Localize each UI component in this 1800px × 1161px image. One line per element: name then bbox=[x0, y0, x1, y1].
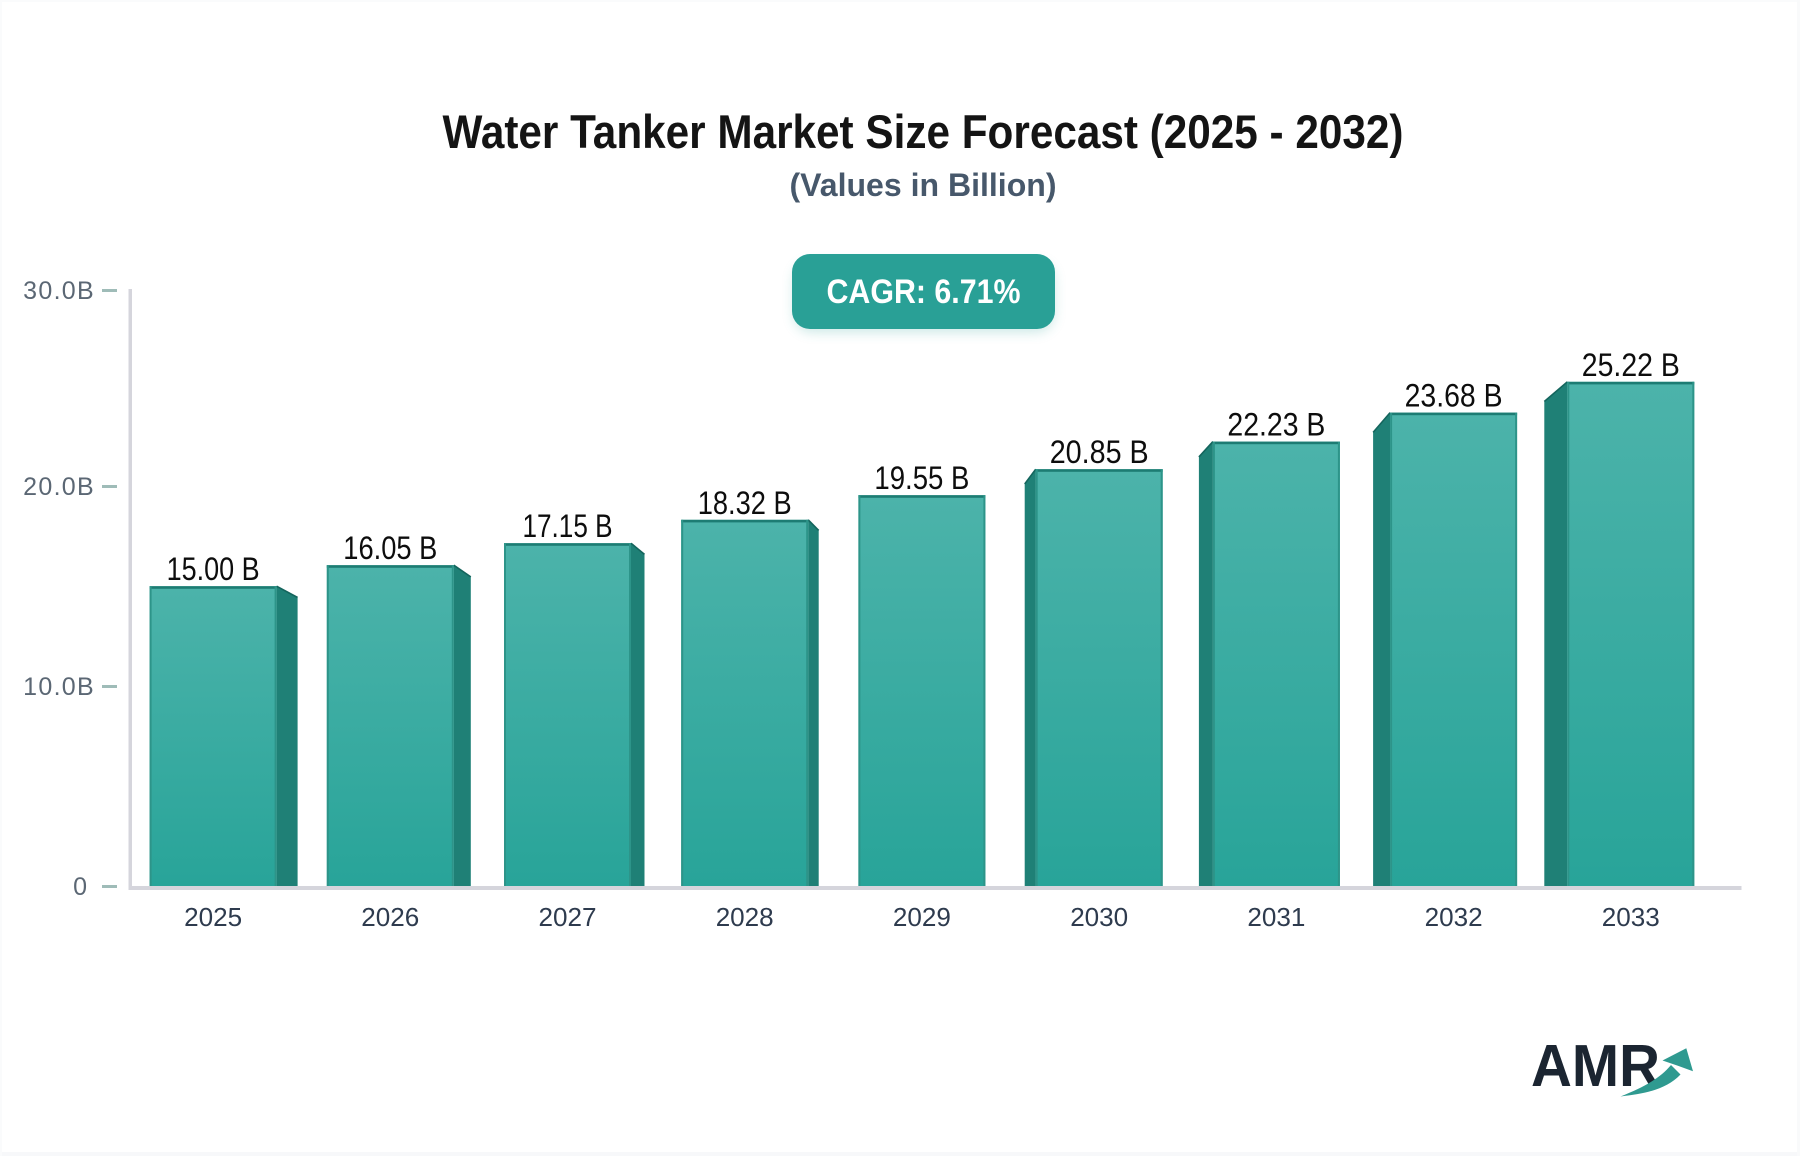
svg-text:15.00 B: 15.00 B bbox=[167, 551, 260, 587]
svg-text:18.32 B: 18.32 B bbox=[698, 485, 792, 521]
svg-text:2027: 2027 bbox=[539, 902, 597, 932]
svg-text:2030: 2030 bbox=[1070, 902, 1128, 932]
svg-text:25.22 B: 25.22 B bbox=[1582, 347, 1680, 383]
svg-text:AMR: AMR bbox=[1531, 1033, 1660, 1099]
svg-text:2029: 2029 bbox=[893, 902, 951, 932]
svg-text:30.0B: 30.0B bbox=[23, 277, 95, 305]
svg-text:CAGR: 6.71%: CAGR: 6.71% bbox=[827, 273, 1021, 311]
svg-text:2032: 2032 bbox=[1425, 902, 1483, 932]
svg-text:2025: 2025 bbox=[184, 902, 242, 932]
svg-text:19.55 B: 19.55 B bbox=[874, 460, 969, 496]
svg-text:20.85 B: 20.85 B bbox=[1050, 434, 1149, 470]
svg-text:10.0B: 10.0B bbox=[23, 673, 95, 701]
svg-text:20.0B: 20.0B bbox=[23, 473, 95, 501]
svg-text:Water Tanker Market Size Forec: Water Tanker Market Size Forecast (2025 … bbox=[443, 105, 1404, 158]
svg-text:2033: 2033 bbox=[1602, 902, 1660, 932]
svg-text:2031: 2031 bbox=[1247, 902, 1305, 932]
svg-text:22.23 B: 22.23 B bbox=[1227, 407, 1325, 443]
svg-text:0: 0 bbox=[73, 873, 87, 901]
svg-text:2026: 2026 bbox=[361, 902, 419, 932]
svg-text:23.68 B: 23.68 B bbox=[1405, 378, 1503, 414]
svg-text:17.15 B: 17.15 B bbox=[523, 508, 613, 544]
svg-text:2028: 2028 bbox=[716, 902, 774, 932]
svg-text:(Values in Billion): (Values in Billion) bbox=[790, 167, 1057, 203]
svg-text:16.05 B: 16.05 B bbox=[343, 530, 437, 566]
